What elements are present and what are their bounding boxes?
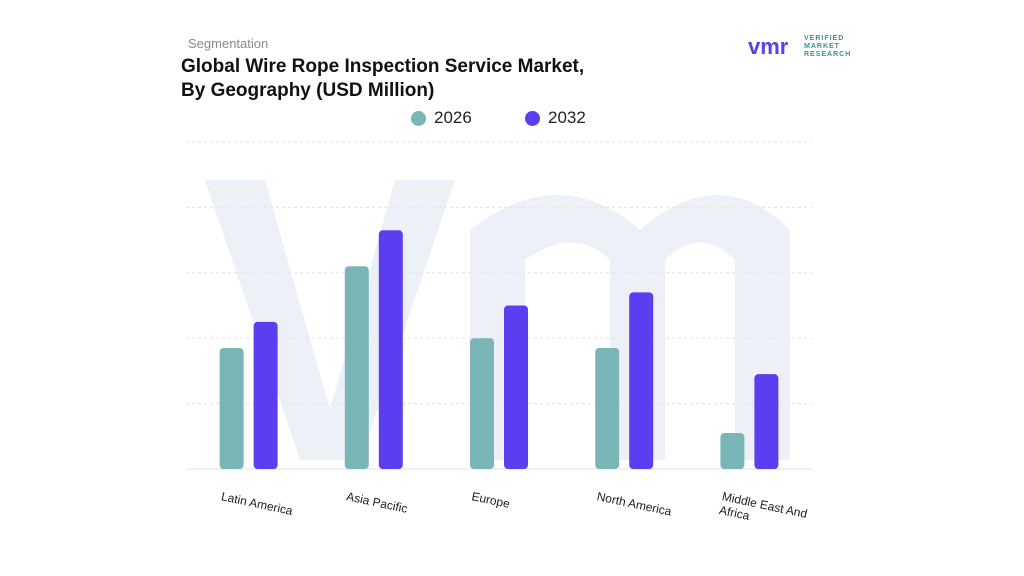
legend-swatch-2032	[525, 110, 540, 126]
chart-legend: 2026 2032	[0, 108, 1024, 132]
logo-mark: vmr	[748, 35, 789, 59]
bar-2032-europe	[504, 305, 528, 469]
logo-line-1: VERIFIED	[804, 35, 845, 42]
x-tick-label: Europe	[470, 489, 511, 511]
legend-item-2032: 2032	[525, 108, 586, 128]
segment-label: Segmentation	[188, 36, 269, 51]
chart-grid	[186, 141, 812, 470]
vmr-watermark	[205, 180, 790, 460]
chart-bars	[219, 230, 779, 469]
bar-2032-latin-america	[253, 321, 278, 469]
x-tick-label: Asia Pacific	[345, 489, 409, 516]
legend-label-2032: 2032	[548, 108, 586, 127]
brand-logo: vmr VERIFIED MARKET RESEARCH	[748, 35, 851, 59]
bar-2026-latin-america	[219, 348, 244, 469]
bar-2026-middle-east-and-africa	[720, 433, 745, 469]
legend-item-2026: 2026	[411, 108, 472, 128]
chart-title-line-2: By Geography (USD Million)	[181, 80, 435, 101]
x-tick-label: Middle East AndAfrica	[718, 489, 809, 534]
chart-title: Global Wire Rope Inspection Service Mark…	[181, 55, 701, 103]
logo-line-3: RESEARCH	[804, 51, 852, 58]
bar-2032-middle-east-and-africa	[754, 374, 779, 469]
bar-2026-europe	[470, 338, 494, 469]
bar-2032-asia-pacific	[378, 230, 403, 469]
logo-line-2: MARKET	[804, 43, 840, 50]
logo-text: VERIFIED MARKET RESEARCH	[804, 35, 851, 59]
vmr-logo-icon: vmr	[748, 35, 789, 59]
bar-2032-north-america	[629, 292, 654, 469]
legend-label-2026: 2026	[434, 108, 472, 127]
x-tick-label: North America	[596, 489, 674, 519]
chart-title-line-1: Global Wire Rope Inspection Service Mark…	[181, 56, 585, 77]
bar-2026-asia-pacific	[344, 266, 369, 469]
legend-swatch-2026	[411, 110, 426, 126]
bar-2026-north-america	[595, 348, 620, 469]
x-axis-labels: Latin America Asia Pacific Europe North Ame…	[220, 489, 809, 534]
x-tick-label: Latin America	[220, 489, 294, 518]
